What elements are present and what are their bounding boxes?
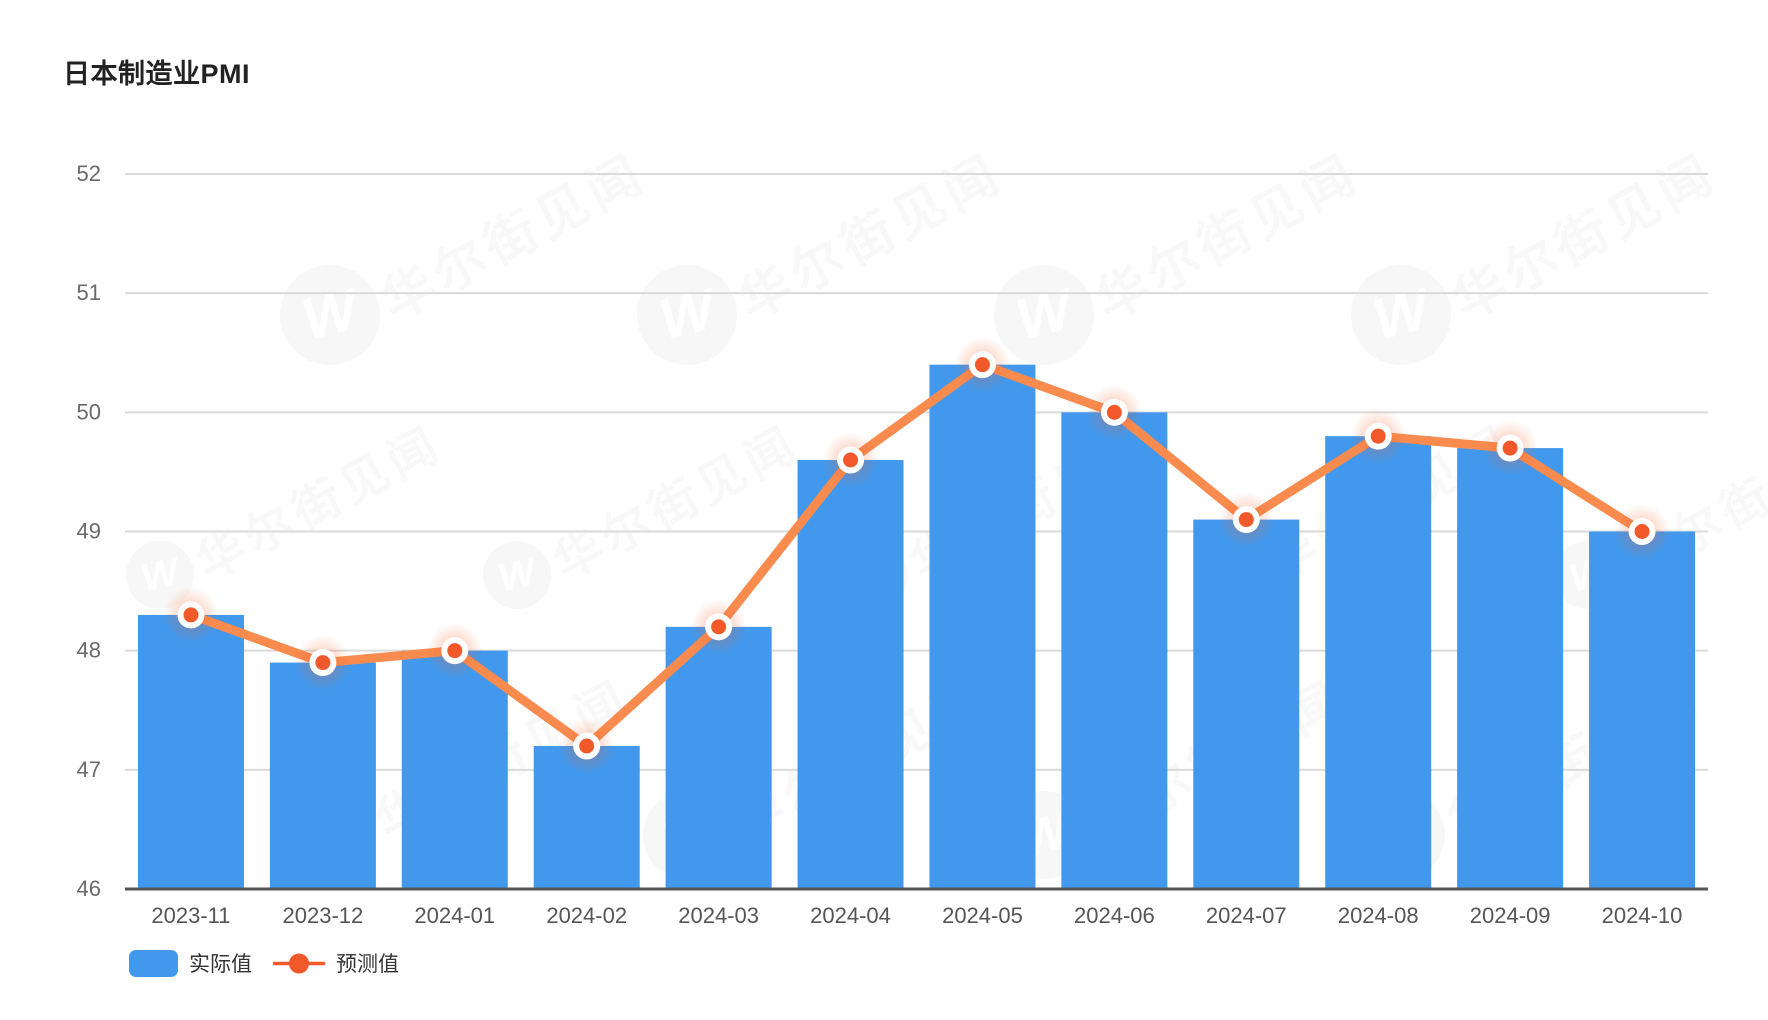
forecast-point-2024-08[interactable] — [1350, 408, 1407, 465]
x-tick-label-2024-04: 2024-04 — [810, 903, 891, 928]
x-tick-label-2024-03: 2024-03 — [678, 903, 759, 928]
y-tick-label-47: 47 — [77, 757, 101, 782]
bar-2024-08[interactable] — [1325, 436, 1432, 889]
y-tick-label-50: 50 — [77, 399, 101, 424]
x-tick-label-2024-02: 2024-02 — [546, 903, 627, 928]
legend-item-actual[interactable]: 实际值 — [129, 948, 252, 978]
chart-title: 日本制造业PMI — [63, 59, 251, 89]
bar-2024-06[interactable] — [1061, 412, 1168, 889]
forecast-point-2023-11[interactable] — [162, 586, 219, 643]
legend-label-actual: 实际值 — [189, 953, 252, 976]
x-tick-label-2024-07: 2024-07 — [1206, 903, 1287, 928]
forecast-line-dot-icon — [273, 953, 325, 973]
forecast-point-2024-02[interactable] — [558, 718, 615, 774]
x-tick-label-2024-01: 2024-01 — [414, 903, 495, 928]
x-tick-label-2024-10: 2024-10 — [1602, 903, 1683, 928]
y-tick-label-48: 48 — [77, 638, 101, 663]
bar-2024-03[interactable] — [665, 626, 772, 889]
y-tick-label-51: 51 — [77, 280, 101, 305]
x-tick-label-2024-08: 2024-08 — [1338, 903, 1419, 928]
bar-2024-10[interactable] — [1589, 531, 1696, 890]
bar-2024-05[interactable] — [929, 364, 1036, 890]
x-tick-label-2024-06: 2024-06 — [1074, 903, 1155, 928]
forecast-point-2024-06[interactable] — [1086, 384, 1143, 441]
forecast-point-2024-07[interactable] — [1218, 491, 1275, 548]
forecast-point-2024-05[interactable] — [954, 336, 1011, 393]
bar-2023-11[interactable] — [137, 614, 244, 889]
chart-legend: 实际值 预测值 — [129, 948, 399, 978]
legend-item-forecast[interactable]: 预测值 — [273, 948, 399, 978]
y-tick-label-52: 52 — [77, 161, 101, 186]
x-tick-label-2023-12: 2023-12 — [283, 903, 364, 928]
x-tick-label-2023-11: 2023-11 — [151, 903, 230, 928]
x-tick-label-2024-09: 2024-09 — [1470, 903, 1551, 928]
forecast-point-2023-12[interactable] — [294, 634, 351, 691]
x-tick-label-2024-05: 2024-05 — [942, 903, 1023, 928]
bar-2024-01[interactable] — [401, 650, 508, 889]
bar-2024-09[interactable] — [1457, 448, 1564, 889]
bar-2024-04[interactable] — [797, 460, 904, 889]
forecast-point-2024-04[interactable] — [822, 432, 879, 488]
bar-2024-07[interactable] — [1193, 519, 1300, 889]
forecast-point-2024-03[interactable] — [690, 598, 747, 655]
bar-2023-12[interactable] — [269, 662, 376, 889]
actual-series-swatch — [129, 949, 178, 977]
forecast-point-2024-09[interactable] — [1482, 420, 1539, 477]
forecast-point-2024-01[interactable] — [426, 622, 483, 679]
y-tick-label-46: 46 — [77, 876, 101, 901]
forecast-point-2024-10[interactable] — [1614, 503, 1671, 560]
legend-label-forecast: 预测值 — [336, 953, 399, 976]
y-tick-label-49: 49 — [77, 519, 101, 544]
